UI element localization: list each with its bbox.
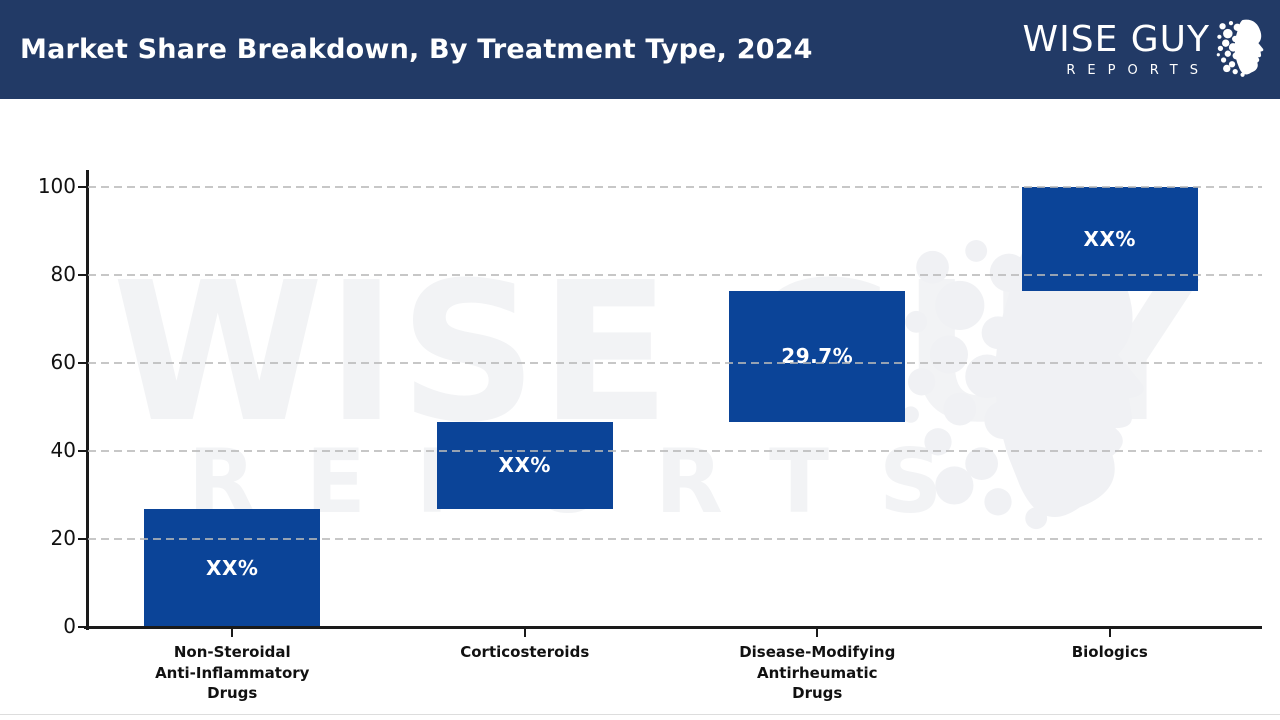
y-tick-mark — [78, 274, 86, 276]
y-tick-label: 80 — [50, 262, 76, 286]
y-tick-mark — [78, 362, 86, 364]
bar: 29.7% — [729, 290, 906, 422]
x-tick-mark — [523, 629, 526, 637]
y-tick-label: 20 — [50, 526, 76, 550]
logo-wordmark: WISE GUY — [1022, 18, 1210, 60]
wise-guy-reports-logo: WISE GUY REPORTS — [1023, 12, 1271, 88]
gridline — [88, 450, 1262, 452]
x-category-label: Biologics — [1071, 643, 1148, 661]
y-tick-mark — [78, 186, 86, 188]
x-category-label: Corticosteroids — [460, 643, 590, 661]
footer-divider — [0, 714, 1280, 715]
x-tick-mark — [816, 629, 819, 637]
y-tick-label: 100 — [37, 174, 76, 198]
x-axis-line — [84, 626, 1262, 629]
y-tick-label: 40 — [50, 438, 76, 462]
waterfall-chart: XX% XX% 29.7% XX% 0 20 40 60 80 100 Non-Steroidal A… — [0, 99, 1280, 714]
gridline — [88, 362, 1262, 364]
bar-value-label: XX% — [1083, 226, 1136, 251]
y-tick-mark — [78, 626, 86, 628]
x-category-label: Non-Steroidal Anti-Inflammatory Drugs — [155, 643, 310, 702]
y-tick-mark — [78, 450, 86, 452]
gridline — [88, 274, 1262, 276]
y-axis-line — [86, 170, 89, 630]
header-bar: Market Share Breakdown, By Treatment Typ… — [0, 0, 1280, 99]
dotted-head-icon — [1216, 19, 1264, 77]
logo-subtitle: REPORTS — [1066, 62, 1210, 78]
bar: XX% — [1021, 187, 1198, 291]
x-tick-mark — [1108, 629, 1111, 637]
bar-value-label: XX% — [498, 453, 551, 478]
x-category-label: Disease-Modifying Antirheumatic Drugs — [739, 643, 896, 702]
page-title: Market Share Breakdown, By Treatment Typ… — [20, 34, 813, 65]
bar: XX% — [144, 509, 321, 627]
bar-value-label: XX% — [206, 556, 259, 581]
gridline — [88, 538, 1262, 540]
y-tick-label: 60 — [50, 350, 76, 374]
x-tick-mark — [231, 629, 234, 637]
logo-text: WISE GUY REPORTS — [1022, 18, 1211, 78]
y-tick-label: 0 — [63, 614, 76, 638]
bar: XX% — [436, 421, 613, 510]
y-tick-mark — [78, 538, 86, 540]
gridline — [88, 186, 1262, 188]
bar-value-label: 29.7% — [781, 344, 854, 369]
